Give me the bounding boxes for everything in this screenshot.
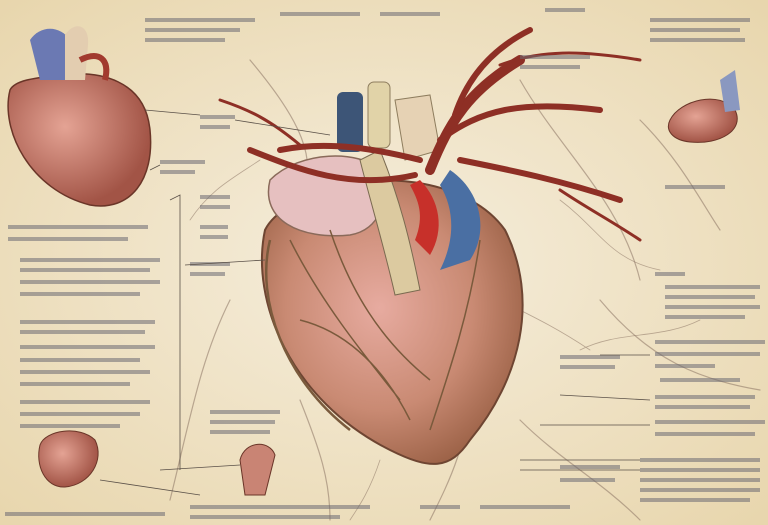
small-heart-bottom xyxy=(38,430,276,496)
text-blocks xyxy=(5,8,765,519)
small-heart-right xyxy=(667,70,740,143)
leader-lines xyxy=(99,109,651,496)
small-heart xyxy=(7,26,152,207)
background-vessels xyxy=(169,59,761,521)
main-heart xyxy=(218,27,642,465)
